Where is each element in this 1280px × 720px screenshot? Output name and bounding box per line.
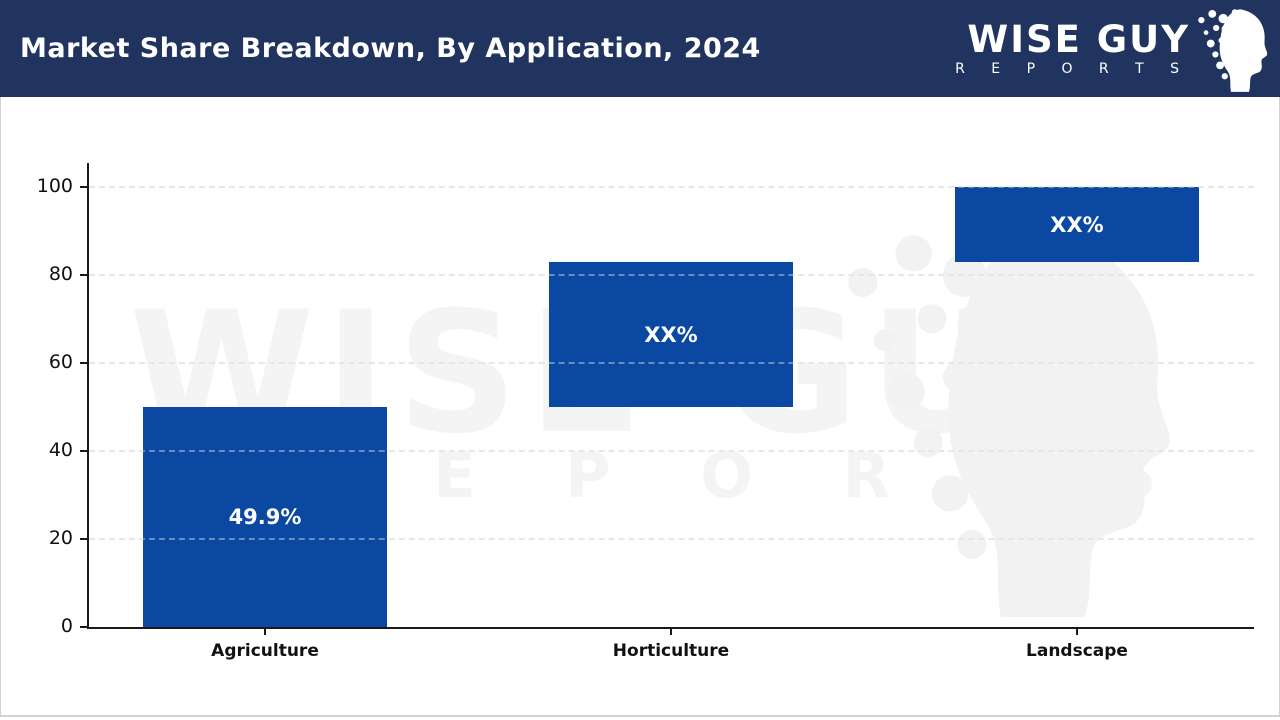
y-axis-tick: [80, 626, 89, 628]
header-bar: Market Share Breakdown, By Application, …: [0, 0, 1280, 97]
y-axis-tick: [80, 538, 89, 540]
x-axis-line: [87, 627, 1254, 629]
bar-value-label: XX%: [644, 322, 698, 347]
y-axis-tick: [80, 274, 89, 276]
gridline-overlay: [89, 362, 1254, 364]
logo-face-icon: [1198, 8, 1268, 92]
logo-subtitle: R E P O R T S: [955, 60, 1190, 77]
x-axis-category-label: Horticulture: [612, 641, 730, 661]
y-axis-tick: [80, 450, 89, 452]
x-axis-tick: [670, 627, 672, 635]
gridline-overlay: [89, 450, 1254, 452]
gridline: [89, 450, 1254, 452]
y-axis-tick: [80, 186, 89, 188]
bar-value-label: XX%: [1050, 212, 1104, 237]
chart-canvas: WISE GUY R E P O R T S 0 20 40 60 80 100 49.9%…: [0, 97, 1280, 717]
x-axis-tick: [264, 627, 266, 635]
logo-text: WISE GUY R E P O R T S: [955, 21, 1190, 77]
y-axis-tick-label: 40: [48, 439, 73, 461]
bar-agriculture: 49.9%: [143, 407, 387, 627]
x-axis-category-label: Agriculture: [211, 641, 319, 661]
y-axis-tick: [80, 362, 89, 364]
y-axis-line: [87, 163, 89, 629]
x-axis-tick: [1076, 627, 1078, 635]
bar-horticulture: XX%: [549, 262, 793, 408]
logo-wordmark: WISE GUY: [967, 17, 1190, 61]
y-axis-tick-label: 0: [60, 615, 73, 637]
wise-guy-reports-logo: WISE GUY R E P O R T S: [955, 6, 1270, 92]
y-axis-tick-label: 20: [48, 527, 73, 549]
y-axis-tick-label: 60: [48, 351, 73, 373]
gridline-overlay: [89, 186, 1254, 188]
gridline: [89, 538, 1254, 540]
bar-landscape: XX%: [955, 187, 1199, 263]
gridline-overlay: [89, 274, 1254, 276]
page-title: Market Share Breakdown, By Application, …: [20, 33, 761, 64]
y-axis-tick-label: 80: [48, 263, 73, 285]
gridline-overlay: [89, 538, 1254, 540]
x-axis-category-label: Landscape: [1026, 641, 1128, 661]
plot-area: 0 20 40 60 80 100 49.9% Agriculture XX% Horticult…: [1, 97, 1279, 715]
bar-value-label: 49.9%: [228, 505, 302, 530]
gridline: [89, 186, 1254, 188]
y-axis-tick-label: 100: [36, 175, 73, 197]
